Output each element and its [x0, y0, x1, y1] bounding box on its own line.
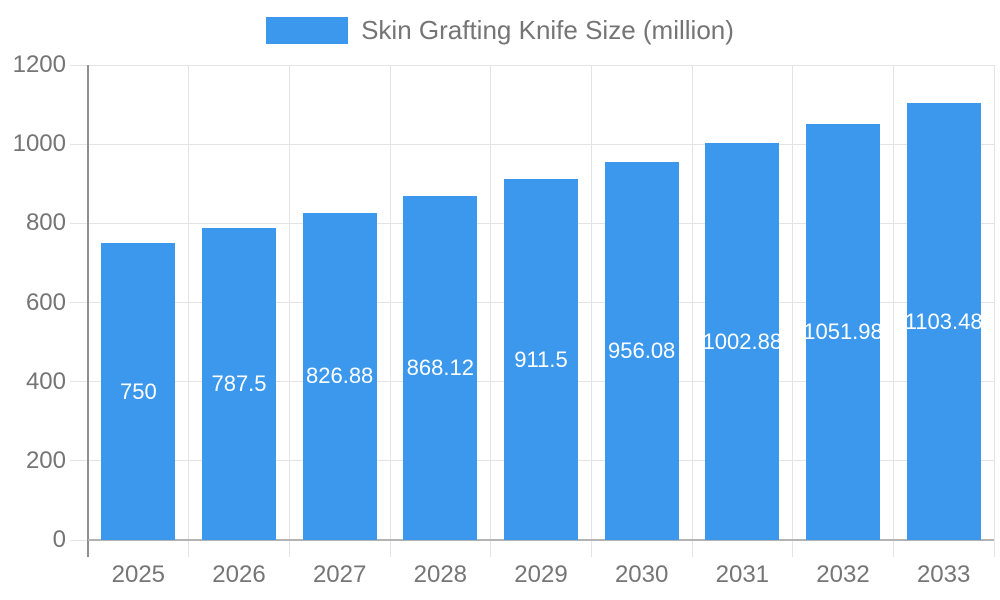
horizontal-gridline	[70, 143, 994, 145]
y-tick-label: 1000	[12, 130, 66, 158]
vertical-gridline	[993, 65, 995, 540]
bar[interactable]	[403, 196, 478, 540]
x-tick-label: 2032	[816, 561, 870, 588]
bar[interactable]	[302, 212, 377, 540]
x-tick-label: 2028	[413, 561, 468, 588]
vertical-gridline	[590, 65, 592, 540]
bar-value-label: 868.12	[406, 355, 474, 381]
bar-value-label: 1002.88	[702, 328, 783, 354]
x-tick-label: 2029	[514, 561, 568, 588]
x-axis-tick	[590, 540, 592, 557]
x-axis-tick	[188, 540, 190, 557]
x-tick-label: 2030	[614, 561, 669, 588]
y-tick-label: 600	[25, 288, 66, 316]
y-tick-label: 0	[52, 526, 66, 553]
bar[interactable]	[202, 228, 276, 540]
vertical-gridline	[490, 65, 492, 540]
legend-item[interactable]: Skin Grafting Knife Size (million)	[0, 15, 1000, 45]
y-axis-tick	[70, 539, 88, 541]
bar[interactable]	[101, 243, 176, 540]
legend-label: Skin Grafting Knife Size (million)	[361, 15, 734, 45]
x-axis-line	[88, 539, 994, 541]
vertical-gridline	[389, 65, 391, 540]
vertical-gridline	[892, 65, 894, 540]
bar-value-label: 826.88	[306, 363, 374, 389]
y-tick-label: 200	[25, 446, 66, 474]
y-tick-label: 400	[25, 367, 66, 395]
bar-value-label: 1051.98	[803, 318, 883, 344]
x-axis-tick	[389, 540, 391, 557]
bar-value-label: 956.08	[608, 337, 676, 363]
legend-swatch	[266, 16, 349, 44]
y-axis-line	[87, 65, 89, 557]
bar[interactable]	[705, 143, 780, 540]
horizontal-gridline	[70, 64, 994, 66]
x-tick-label: 2027	[312, 561, 367, 588]
bar[interactable]	[604, 161, 679, 540]
y-tick-label: 800	[25, 209, 66, 237]
x-axis-tick	[490, 540, 492, 557]
vertical-gridline	[691, 65, 693, 540]
x-axis-tick	[792, 540, 794, 557]
x-axis-tick	[288, 540, 290, 557]
vertical-gridline	[288, 65, 290, 540]
bar-value-label: 787.5	[211, 371, 267, 397]
x-tick-label: 2026	[212, 561, 266, 588]
x-axis-tick	[993, 540, 995, 557]
vertical-gridline	[792, 65, 794, 540]
bar[interactable]	[504, 179, 578, 540]
x-tick-label: 2033	[916, 561, 971, 588]
bar-value-label: 1103.48	[904, 308, 983, 334]
bar[interactable]	[806, 123, 880, 540]
plot-area: 750 787.5 826.88 868.12 911.5 956.08 1002.88 10…	[70, 64, 995, 557]
y-tick-label: 1200	[12, 51, 66, 78]
x-tick-label: 2031	[715, 561, 770, 588]
x-tick-label: 2025	[111, 561, 166, 588]
vertical-gridline	[188, 65, 190, 540]
x-axis-tick	[691, 540, 693, 557]
bar[interactable]	[906, 103, 981, 540]
bar-value-label: 750	[119, 378, 157, 404]
bar-value-label: 911.5	[514, 346, 568, 372]
x-axis-tick	[892, 540, 894, 557]
